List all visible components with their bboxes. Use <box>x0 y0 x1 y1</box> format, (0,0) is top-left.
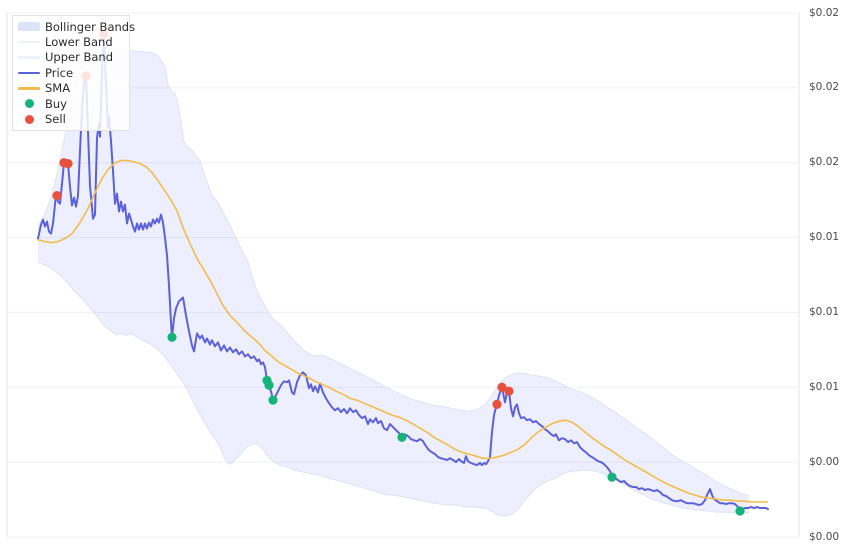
y-tick-label: $0.01 <box>809 305 840 318</box>
price-line <box>37 33 769 512</box>
y-tick-label: $0.02 <box>809 6 840 19</box>
lower-band-swatch-icon <box>18 40 40 44</box>
upper-band-swatch-icon <box>18 56 40 59</box>
legend-item-label: Buy <box>45 96 67 111</box>
legend-item-label: Upper Band <box>45 50 114 65</box>
sell-marker <box>497 382 507 392</box>
legend-item-price[interactable]: Price <box>13 65 129 80</box>
legend-item-label: Sell <box>45 112 66 127</box>
buy-marker <box>167 332 177 342</box>
legend-item-lower-band[interactable]: Lower Band <box>13 34 129 49</box>
legend-item-label: Bollinger Bands <box>45 19 136 34</box>
legend-item-sell[interactable]: Sell <box>13 111 129 126</box>
buy-marker <box>607 472 617 482</box>
legend-item-label: Price <box>45 65 74 80</box>
buy-marker <box>264 380 274 390</box>
y-tick-label: $0.02 <box>809 156 840 169</box>
y-tick-label: $0.00 <box>809 530 840 543</box>
buy-marker <box>397 432 407 442</box>
legend-item-buy[interactable]: Buy <box>13 96 129 111</box>
bollinger-bands-swatch-icon <box>18 22 40 32</box>
y-tick-label: $0.00 <box>809 455 840 468</box>
upper-band-line <box>37 48 750 497</box>
sma-line-swatch-icon <box>18 87 40 90</box>
buy-marker <box>735 506 745 516</box>
buy-marker <box>268 395 278 405</box>
y-tick-label: $0.01 <box>809 380 840 393</box>
lower-band-line <box>37 261 749 517</box>
sell-marker <box>52 191 62 201</box>
sma-line <box>37 159 768 503</box>
sell-marker <box>63 159 73 169</box>
legend: Bollinger Bands Lower Band Upper Band Pr… <box>12 15 135 131</box>
sell-marker <box>504 386 514 396</box>
bollinger-band-fill <box>38 48 749 517</box>
y-tick-label: $0.02 <box>809 81 840 94</box>
legend-item-upper-band[interactable]: Upper Band <box>13 50 129 65</box>
legend-item-sma[interactable]: SMA <box>13 81 129 96</box>
sell-marker <box>492 399 502 409</box>
buy-marker-swatch-icon <box>24 99 34 109</box>
legend-item-label: SMA <box>45 81 71 96</box>
plot-frame <box>6 12 800 538</box>
price-line-swatch-icon <box>18 71 40 75</box>
y-tick-label: $0.01 <box>809 231 840 244</box>
legend-item-label: Lower Band <box>45 35 113 50</box>
sell-marker-swatch-icon <box>24 114 34 124</box>
legend-item-bollinger-bands[interactable]: Bollinger Bands <box>13 19 135 34</box>
